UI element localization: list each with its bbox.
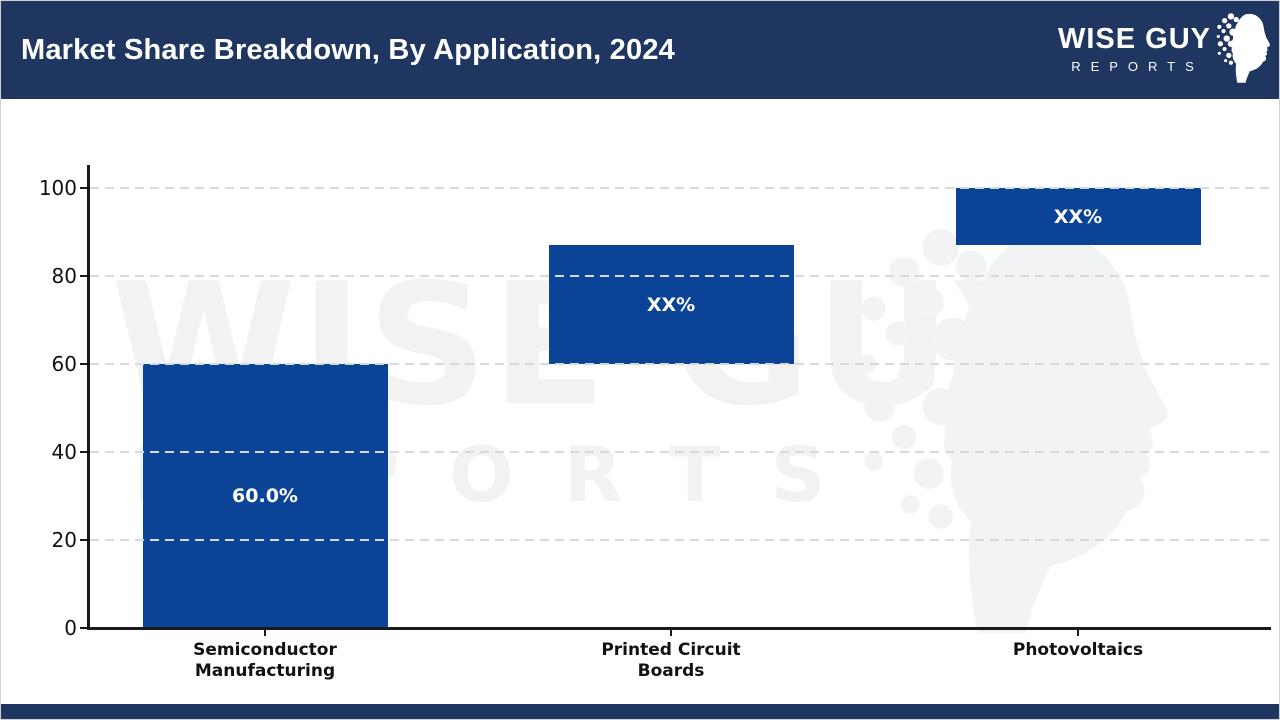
y-gridline <box>90 539 1269 541</box>
y-tick-label: 80 <box>51 264 77 288</box>
chart-area: WISE GUY REPORTS 0 20 40 60 80 100 60.0% Semico… <box>1 99 1279 704</box>
y-gridline <box>90 275 1269 277</box>
y-gridline <box>90 187 1269 189</box>
page-title: Market Share Breakdown, By Application, … <box>21 34 675 66</box>
bar-value-label: XX% <box>1053 205 1103 228</box>
y-tick-mark <box>80 275 87 277</box>
bar-segment: XX% <box>955 188 1201 246</box>
y-tick-mark <box>80 539 87 541</box>
brand-name: WISE GUY <box>1057 22 1211 55</box>
y-tick-label: 60 <box>51 352 77 376</box>
x-tick-mark <box>264 630 266 636</box>
x-tick-mark <box>1077 630 1079 636</box>
watermark-head-icon <box>858 229 1168 633</box>
x-tick-label: Printed Circuit Boards <box>601 640 741 681</box>
y-gridline <box>90 451 1269 453</box>
header-bar: Market Share Breakdown, By Application, … <box>1 1 1279 99</box>
brand-subname: REPORTS <box>1071 58 1204 74</box>
x-axis-line <box>87 627 1271 630</box>
x-tick-mark <box>670 630 672 636</box>
y-tick-label: 0 <box>64 616 77 640</box>
footer-bar <box>1 704 1279 719</box>
bar-segment: XX% <box>548 245 794 364</box>
x-tick-label: Semiconductor Manufacturing <box>193 640 337 681</box>
y-tick-mark <box>80 451 87 453</box>
y-tick-mark <box>80 363 87 365</box>
y-tick-label: 100 <box>38 176 77 200</box>
y-tick-label: 20 <box>51 528 77 552</box>
y-gridline <box>90 363 1269 365</box>
y-tick-mark <box>80 187 87 189</box>
y-tick-mark <box>80 627 87 629</box>
bar-value-label: 60.0% <box>232 485 298 507</box>
brand-head-icon <box>1216 13 1271 83</box>
brand-logo-text: WISE GUY REPORTS <box>1058 23 1211 74</box>
y-tick-label: 40 <box>51 440 77 464</box>
bar-value-label: XX% <box>646 293 696 316</box>
y-axis-line <box>87 165 90 630</box>
x-tick-label: Photovoltaics <box>1012 640 1144 660</box>
bar-segment: 60.0% <box>142 364 388 628</box>
brand-logo: WISE GUY REPORTS <box>1058 9 1271 87</box>
